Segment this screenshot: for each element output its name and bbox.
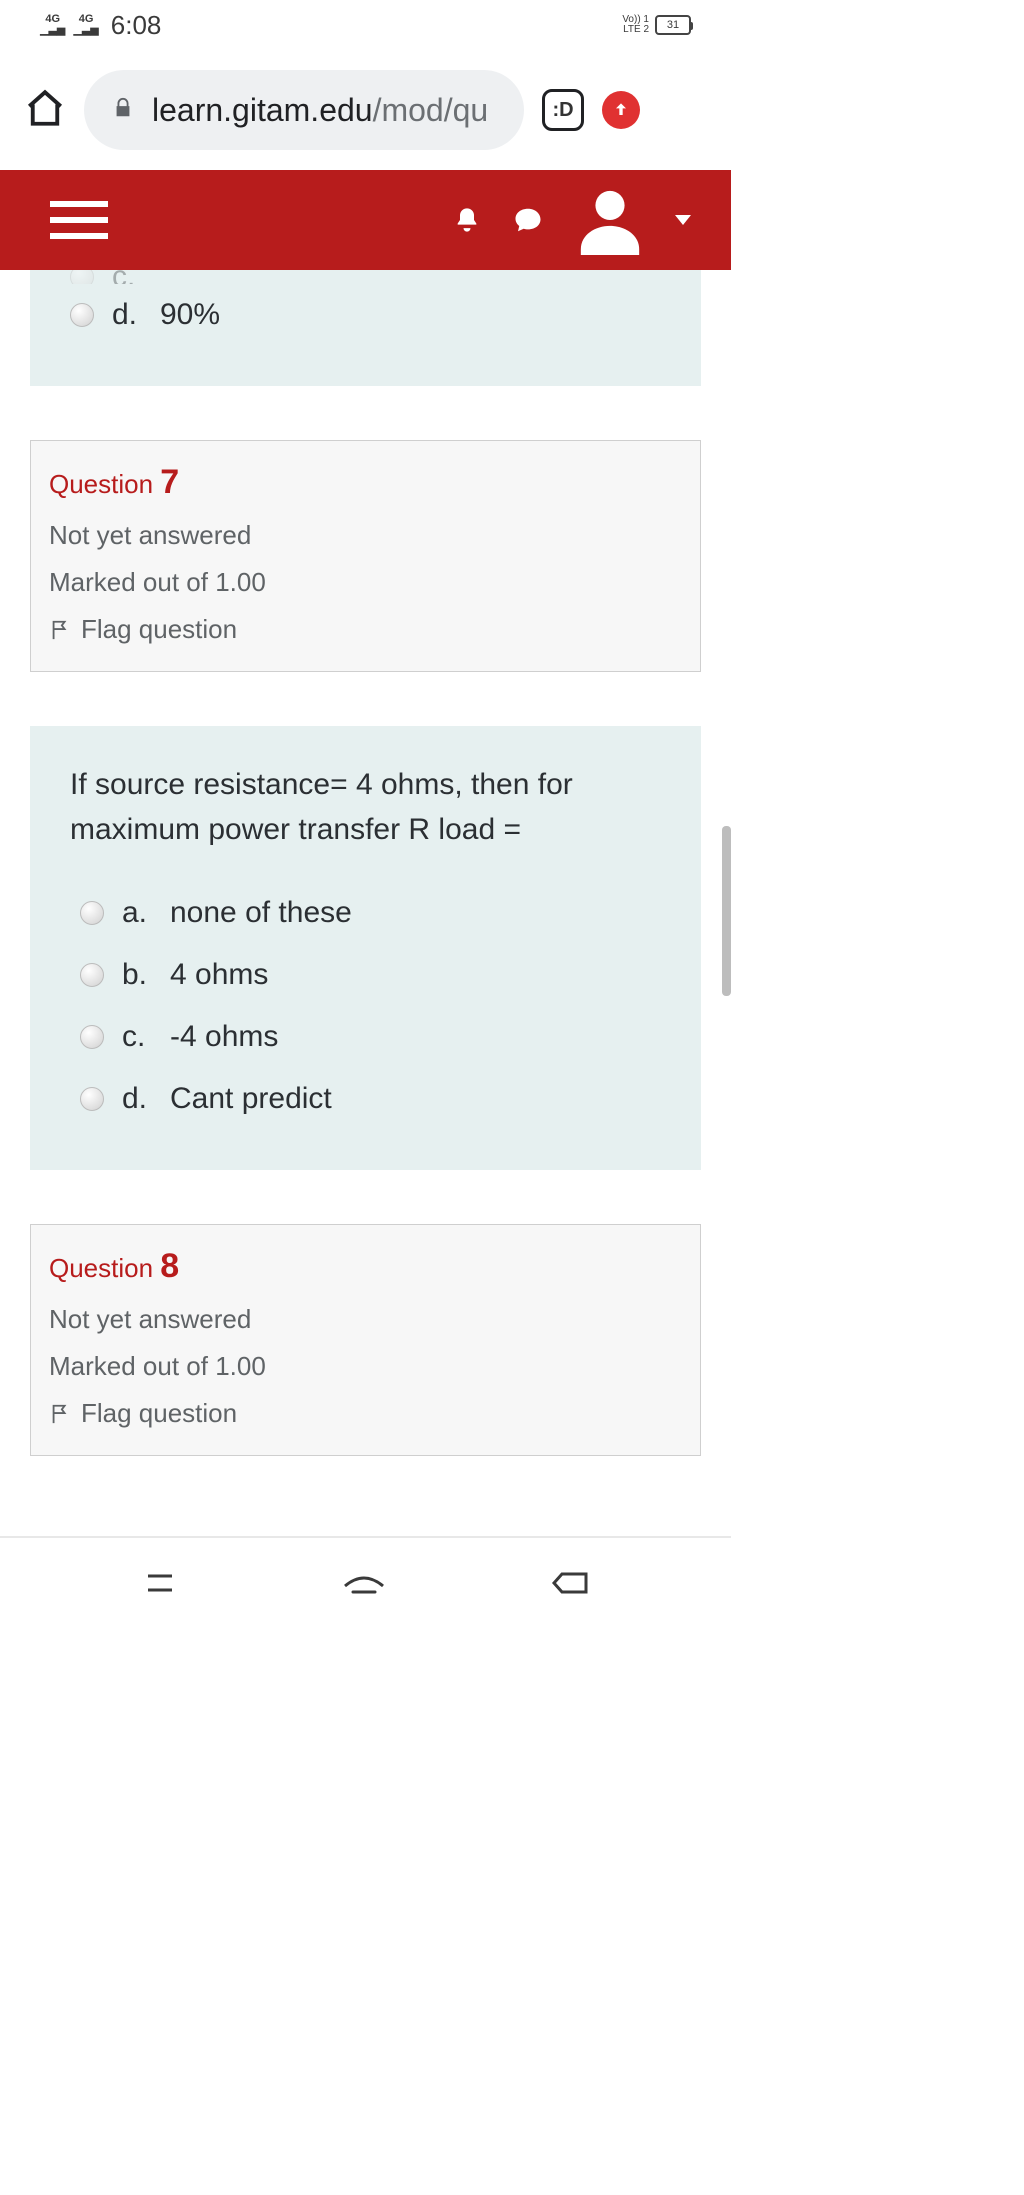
radio-icon[interactable]: [80, 963, 104, 987]
question-number: 7: [160, 463, 179, 501]
hamburger-icon[interactable]: [50, 201, 108, 239]
scroll-indicator[interactable]: [722, 826, 731, 996]
flag-question[interactable]: Flag question: [49, 614, 682, 645]
app-header: [0, 170, 731, 270]
url-bar[interactable]: learn.gitam.edu/mod/qu: [84, 70, 524, 150]
option-row[interactable]: d. 90%: [60, 284, 671, 346]
question-marks: Marked out of 1.00: [49, 1351, 682, 1382]
option-letter: c.: [122, 1020, 152, 1054]
bell-icon[interactable]: [453, 204, 481, 236]
status-left: 4G▁▃▅ 4G▁▃▅ 6:08: [40, 10, 161, 41]
tab-count-label: :D: [552, 99, 573, 122]
home-icon[interactable]: [24, 87, 66, 134]
volte-indicator: Vo)) 1LTE 2: [622, 15, 649, 35]
battery-indicator: 31: [655, 15, 691, 35]
browser-bar: learn.gitam.edu/mod/qu :D: [0, 50, 731, 170]
upload-badge-icon[interactable]: [602, 91, 640, 129]
option-text: 4 ohms: [170, 958, 268, 992]
flag-icon: [49, 1401, 71, 1427]
option-row[interactable]: b. 4 ohms: [70, 944, 671, 1006]
option-text: none of these: [170, 896, 352, 930]
question-number: 8: [160, 1247, 179, 1285]
chevron-down-icon[interactable]: [675, 215, 691, 225]
question-status: Not yet answered: [49, 520, 682, 551]
url-host: learn.gitam.edu: [152, 92, 373, 128]
option-text: Cant predict: [170, 1082, 332, 1116]
recents-icon[interactable]: [140, 1568, 180, 1598]
radio-icon[interactable]: [70, 303, 94, 327]
android-nav-bar: [0, 1538, 731, 1628]
question-title: Question 7: [49, 463, 682, 502]
lock-icon: [112, 95, 134, 126]
status-time: 6:08: [111, 10, 162, 41]
tab-switcher[interactable]: :D: [542, 89, 584, 131]
avatar-icon[interactable]: [575, 185, 645, 255]
battery-level: 31: [667, 19, 679, 31]
question-status: Not yet answered: [49, 1304, 682, 1335]
radio-icon[interactable]: [80, 1087, 104, 1111]
question-7-info: Question 7 Not yet answered Marked out o…: [30, 440, 701, 672]
question-title: Question 8: [49, 1247, 682, 1286]
question-prompt: If source resistance= 4 ohms, then for m…: [70, 762, 671, 852]
question-marks: Marked out of 1.00: [49, 567, 682, 598]
radio-icon[interactable]: [80, 1025, 104, 1049]
flag-label: Flag question: [81, 614, 237, 645]
status-right: Vo)) 1LTE 2 31: [622, 15, 691, 35]
home-nav-icon[interactable]: [339, 1566, 389, 1600]
flag-question[interactable]: Flag question: [49, 1398, 682, 1429]
option-row[interactable]: c.: [60, 270, 671, 284]
option-text: 90%: [160, 298, 220, 332]
option-text: -4 ohms: [170, 1020, 278, 1054]
option-row[interactable]: a. none of these: [70, 882, 671, 944]
url-text: learn.gitam.edu/mod/qu: [152, 92, 488, 129]
option-letter: a.: [122, 896, 152, 930]
signal-2: 4G▁▃▅: [73, 14, 98, 36]
question-8-info: Question 8 Not yet answered Marked out o…: [30, 1224, 701, 1456]
option-letter: d.: [122, 1082, 152, 1116]
option-letter: b.: [122, 958, 152, 992]
option-letter: d.: [112, 298, 142, 332]
android-status-bar: 4G▁▃▅ 4G▁▃▅ 6:08 Vo)) 1LTE 2 31: [0, 0, 731, 50]
radio-icon[interactable]: [80, 901, 104, 925]
option-letter: c.: [112, 270, 142, 284]
flag-label: Flag question: [81, 1398, 237, 1429]
question-title-prefix: Question: [49, 469, 160, 499]
question-title-prefix: Question: [49, 1253, 160, 1283]
quiz-content: c. d. 90% Question 7 Not yet answered Ma…: [0, 270, 731, 1486]
option-row[interactable]: d. Cant predict: [70, 1068, 671, 1130]
flag-icon: [49, 617, 71, 643]
radio-icon[interactable]: [70, 270, 94, 284]
back-icon[interactable]: [548, 1566, 592, 1600]
option-row[interactable]: c. -4 ohms: [70, 1006, 671, 1068]
url-path: /mod/qu: [373, 92, 489, 128]
header-right: [453, 185, 691, 255]
question-7-body: If source resistance= 4 ohms, then for m…: [30, 726, 701, 1170]
chat-icon[interactable]: [511, 205, 545, 235]
signal-1: 4G▁▃▅: [40, 14, 65, 36]
prev-question-options: c. d. 90%: [30, 270, 701, 386]
